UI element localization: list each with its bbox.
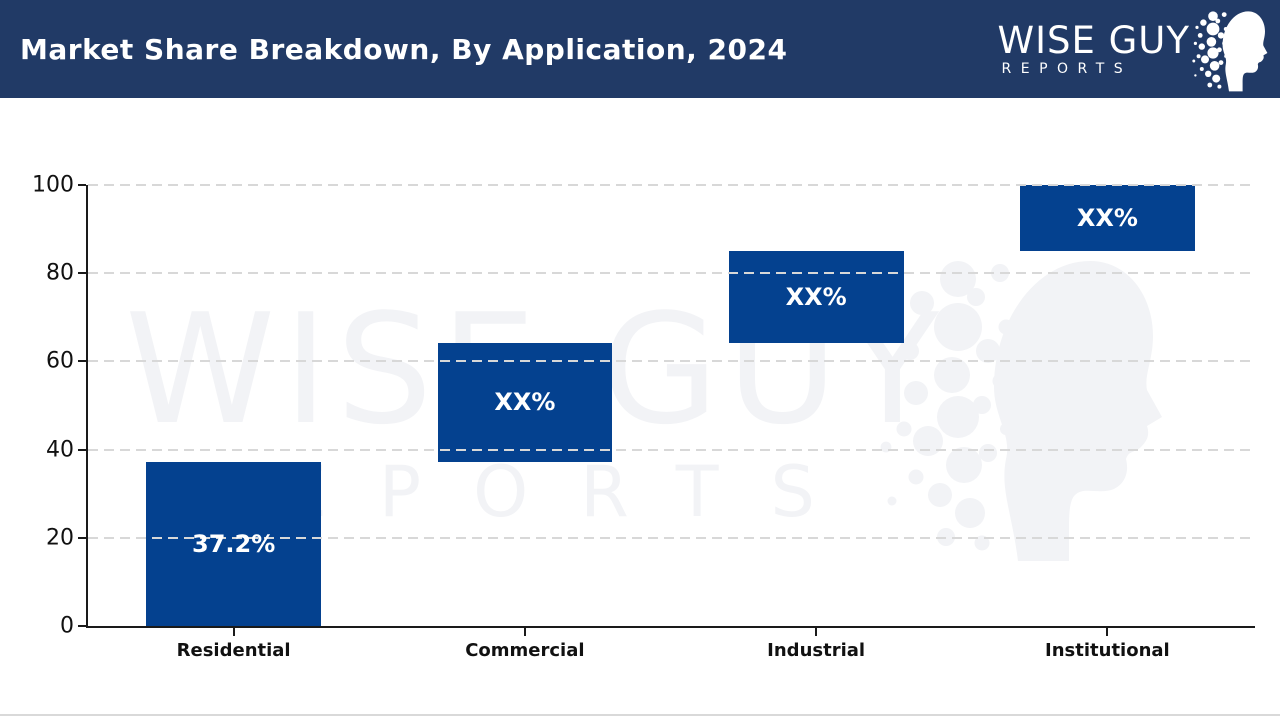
y-tick-mark [78, 184, 86, 186]
bar-industrial [728, 251, 904, 343]
bar-value-label-residential: 37.2% [191, 529, 276, 558]
gridline-60 [88, 360, 1253, 363]
logo-wordmark: WISE GUY REPORTS [998, 22, 1190, 76]
y-tick-label: 80 [46, 260, 74, 286]
logo-head-icon [1192, 11, 1268, 92]
x-axis-line [86, 626, 1255, 628]
y-tick-mark [78, 625, 86, 627]
y-tick-label: 20 [46, 525, 74, 551]
x-tick-mark [232, 628, 235, 636]
gridline-20 [88, 536, 1253, 539]
plot-area: 37.2% XX% XX% XX% [88, 184, 1253, 626]
y-tick-label: 0 [60, 613, 74, 639]
bar-residential [146, 461, 321, 626]
y-axis-line [86, 185, 88, 628]
y-tick-label: 100 [32, 172, 74, 198]
gridline-40 [88, 448, 1253, 451]
y-tick-mark [78, 272, 86, 275]
y-tick-mark [78, 360, 86, 363]
x-category-label-institutional: Institutional [1045, 640, 1170, 661]
y-tick-label: 60 [46, 348, 74, 374]
bar-value-label-institutional: XX% [1076, 204, 1138, 233]
logo-wordmark-line1: WISE GUY [997, 19, 1190, 62]
x-tick-mark [1106, 628, 1109, 636]
x-category-label-industrial: Industrial [767, 640, 866, 661]
y-tick-mark [78, 448, 86, 451]
x-category-label-residential: Residential [176, 640, 291, 661]
brand-logo: WISE GUY REPORTS [998, 4, 1272, 94]
x-tick-mark [815, 628, 818, 636]
logo-wordmark-line2: REPORTS [1001, 61, 1133, 77]
x-tick-mark [523, 628, 526, 636]
y-tick-mark [78, 536, 86, 539]
y-tick-label: 40 [46, 437, 74, 463]
header-bar: Market Share Breakdown, By Application, … [0, 0, 1280, 98]
bar-value-label-commercial: XX% [494, 388, 556, 417]
gridline-80 [88, 272, 1253, 275]
x-category-label-commercial: Commercial [465, 640, 585, 661]
page-title: Market Share Breakdown, By Application, … [20, 32, 788, 66]
chart-canvas: WISE GUY REPORTS 37.2% XX% XX% XX% 0 20 40 60 8… [0, 98, 1280, 720]
bar-institutional [1020, 185, 1195, 252]
bar-value-label-industrial: XX% [785, 283, 847, 311]
bar-commercial [437, 342, 613, 462]
bottom-divider [0, 714, 1280, 716]
gridline-100 [88, 184, 1253, 186]
